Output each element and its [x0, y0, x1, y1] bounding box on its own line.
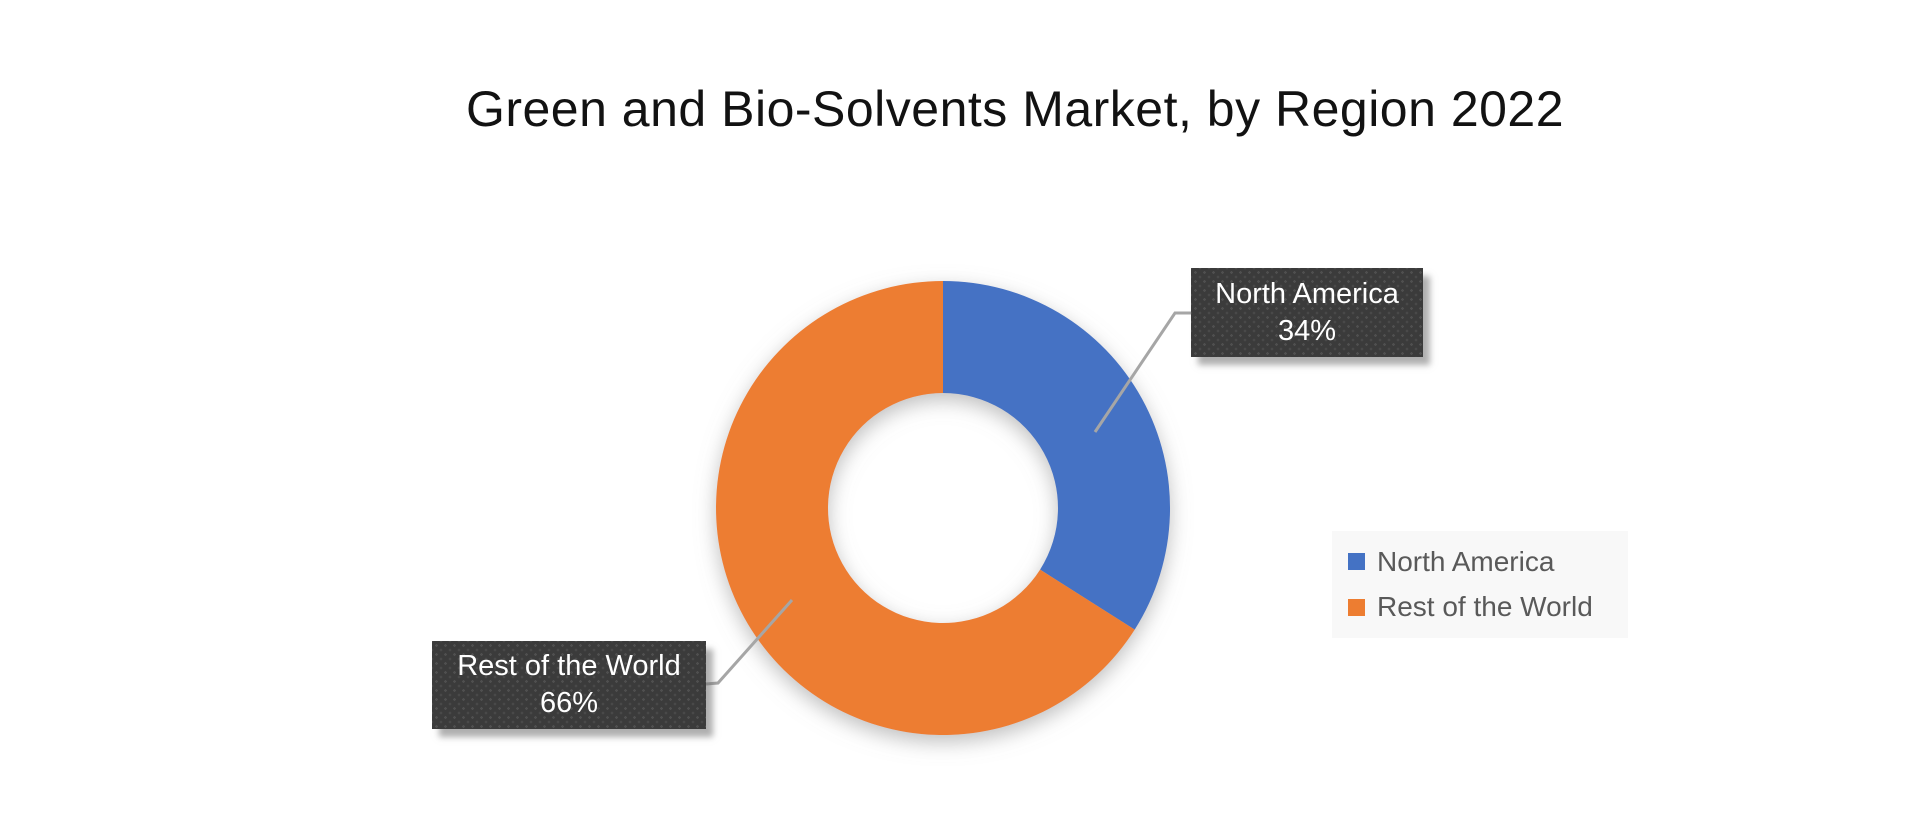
legend-swatch-rest-of-the-world-icon [1348, 598, 1365, 616]
callout-north-america: North America 34% [1191, 268, 1423, 357]
chart-title: Green and Bio-Solvents Market, by Region… [465, 81, 1565, 137]
leader-line-rest-of-the-world [705, 599, 794, 686]
donut-slice-rest-of-the-world [716, 281, 1135, 735]
callout-rest-of-the-world-label: Rest of the World [457, 650, 681, 682]
donut-slices [716, 281, 1171, 735]
callout-north-america-value: 34% [1277, 314, 1337, 347]
callout-rest-of-the-world-value: 66% [539, 687, 599, 719]
leader-line-north-america [1093, 311, 1191, 433]
chart-legend: North America Rest of the World [1332, 531, 1628, 638]
legend-item-north-america: North America [1348, 546, 1628, 578]
donut-slice-north-america [943, 281, 1171, 630]
legend-item-rest-of-the-world: Rest of the World [1348, 591, 1628, 623]
legend-label-north-america: North America [1377, 545, 1555, 577]
leader-lines [705, 311, 1191, 686]
legend-swatch-north-america-icon [1348, 553, 1365, 571]
legend-label-rest-of-the-world: Rest of the World [1377, 591, 1593, 623]
callout-rest-of-the-world: Rest of the World 66% [432, 641, 706, 729]
callout-north-america-label: North America [1215, 277, 1399, 310]
